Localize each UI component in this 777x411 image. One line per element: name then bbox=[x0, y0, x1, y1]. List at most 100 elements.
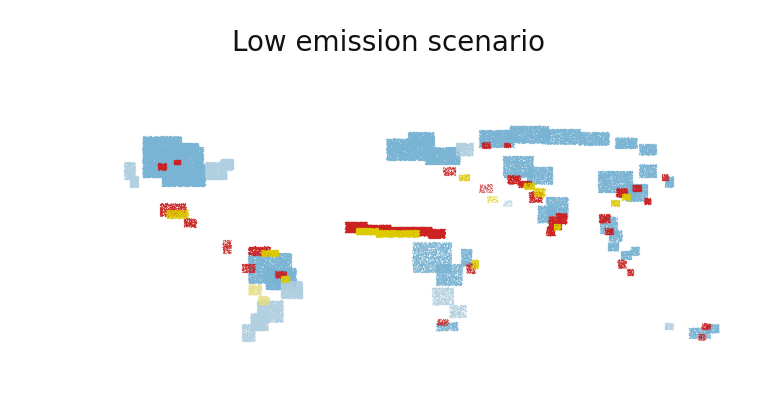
Point bbox=[206, 159, 218, 166]
Point bbox=[264, 275, 277, 282]
Point bbox=[506, 179, 518, 185]
Point bbox=[537, 134, 549, 140]
Point bbox=[426, 160, 438, 167]
Point bbox=[400, 227, 413, 234]
Point bbox=[603, 213, 615, 219]
Point bbox=[277, 289, 290, 295]
Point bbox=[659, 176, 671, 182]
Point bbox=[364, 224, 376, 230]
Point bbox=[503, 179, 516, 185]
Point bbox=[553, 223, 566, 230]
Point bbox=[441, 164, 454, 171]
Point bbox=[540, 212, 552, 219]
Point bbox=[483, 141, 495, 148]
Point bbox=[214, 159, 227, 166]
Point bbox=[183, 140, 195, 146]
Point bbox=[611, 139, 624, 145]
Point bbox=[430, 145, 442, 152]
Point bbox=[503, 143, 515, 150]
Point bbox=[545, 213, 557, 219]
Point bbox=[265, 278, 277, 284]
Point bbox=[611, 202, 624, 208]
Point bbox=[465, 257, 478, 264]
Point bbox=[247, 286, 260, 293]
Point bbox=[387, 149, 399, 155]
Point bbox=[460, 250, 472, 256]
Point bbox=[403, 229, 416, 235]
Point bbox=[636, 150, 648, 156]
Point bbox=[361, 228, 373, 234]
Point bbox=[611, 201, 624, 208]
Point bbox=[246, 275, 258, 282]
Point bbox=[614, 145, 626, 151]
Point bbox=[382, 151, 395, 157]
Point bbox=[290, 281, 302, 287]
Point bbox=[277, 271, 289, 277]
Point bbox=[160, 175, 172, 181]
Point bbox=[250, 284, 263, 291]
Point bbox=[444, 261, 456, 268]
Point bbox=[446, 320, 458, 327]
Point bbox=[155, 149, 168, 155]
Point bbox=[508, 171, 521, 178]
Point bbox=[397, 148, 409, 154]
Point bbox=[261, 274, 274, 281]
Point bbox=[498, 134, 510, 141]
Point bbox=[591, 139, 603, 146]
Point bbox=[620, 252, 632, 259]
Point bbox=[371, 230, 383, 236]
Point bbox=[165, 159, 177, 166]
Point bbox=[184, 145, 197, 152]
Point bbox=[380, 222, 392, 228]
Point bbox=[246, 264, 259, 270]
Point bbox=[420, 143, 432, 149]
Point bbox=[357, 224, 369, 230]
Point bbox=[175, 169, 187, 175]
Point bbox=[522, 180, 535, 187]
Point bbox=[633, 187, 646, 194]
Point bbox=[152, 162, 164, 168]
Point bbox=[642, 151, 654, 157]
Point bbox=[459, 251, 472, 258]
Point bbox=[551, 203, 563, 210]
Point bbox=[440, 252, 452, 259]
Point bbox=[382, 141, 394, 148]
Point bbox=[271, 314, 284, 321]
Point bbox=[611, 143, 623, 150]
Point bbox=[591, 135, 603, 141]
Point bbox=[254, 303, 267, 310]
Point bbox=[459, 251, 472, 257]
Point bbox=[151, 171, 163, 177]
Point bbox=[542, 131, 554, 138]
Point bbox=[534, 213, 546, 219]
Point bbox=[274, 285, 286, 292]
Point bbox=[127, 177, 139, 184]
Point bbox=[256, 253, 269, 259]
Point bbox=[441, 157, 453, 164]
Point bbox=[359, 225, 371, 231]
Point bbox=[433, 266, 445, 272]
Point bbox=[165, 152, 177, 159]
Point bbox=[377, 229, 389, 235]
Point bbox=[174, 162, 186, 168]
Point bbox=[420, 147, 433, 153]
Point bbox=[504, 131, 517, 137]
Point bbox=[614, 140, 626, 146]
Point bbox=[251, 313, 263, 319]
Point bbox=[543, 221, 556, 228]
Point bbox=[641, 144, 653, 151]
Point bbox=[518, 169, 531, 175]
Point bbox=[507, 157, 519, 164]
Point bbox=[277, 268, 290, 275]
Point bbox=[446, 293, 458, 300]
Point bbox=[533, 191, 545, 198]
Point bbox=[402, 134, 415, 141]
Point bbox=[593, 212, 605, 219]
Point bbox=[207, 172, 219, 178]
Point bbox=[601, 129, 613, 135]
Point bbox=[214, 172, 227, 179]
Point bbox=[159, 146, 172, 152]
Point bbox=[705, 325, 717, 332]
Point bbox=[430, 157, 443, 163]
Point bbox=[544, 164, 556, 171]
